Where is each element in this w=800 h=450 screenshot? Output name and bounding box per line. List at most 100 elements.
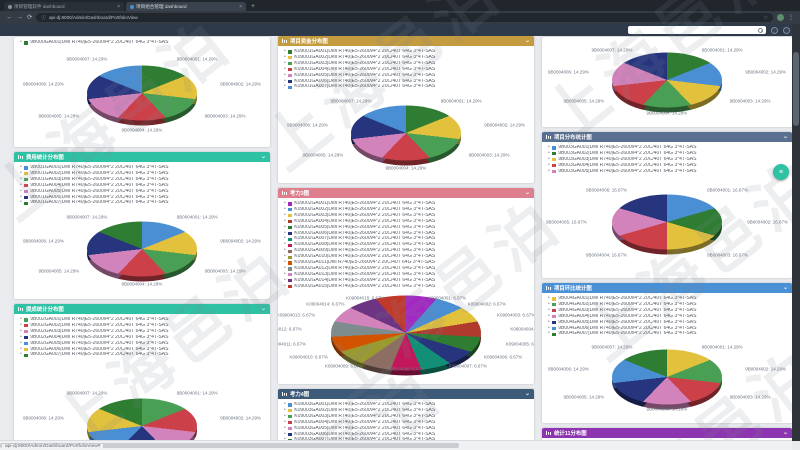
chevron-down-icon[interactable]: ⌄: [260, 153, 266, 160]
pie-chart[interactable]: 9B0004001: 14.29% 9B0004002: 14.29% 9B0004…: [278, 90, 534, 179]
chevron-down-icon[interactable]: ⌄: [782, 429, 788, 436]
panel-legend-list: • 9B003GA001|Dell R740|E5-2600v4*2 20C/40…: [542, 142, 792, 175]
legend-swatch: [23, 324, 29, 328]
legend-swatch: [287, 214, 293, 218]
pie-chart[interactable]: 9B0004001: 14.29% 9B0004002: 14.29% 9B0004…: [542, 337, 792, 419]
panel-header[interactable]: 费用统计分布图 ⌄: [14, 152, 270, 162]
nav-user-icon[interactable]: [783, 26, 790, 34]
bar-chart-icon: [546, 431, 551, 435]
new-tab-button[interactable]: +: [251, 3, 256, 10]
panel-header[interactable]: 考力3图 ⌄: [278, 188, 534, 198]
panel-header[interactable]: 项目资金分布图 ⌄: [278, 36, 534, 46]
legend-swatch: [23, 172, 29, 176]
bullet-icon: •: [20, 194, 22, 200]
url-box[interactable]: ⓘ api-dj:8000/Admin/Dashboard/PortfolioV…: [36, 13, 773, 22]
pie-chart[interactable]: 9B0004001: 14.29% 9B0004002: 14.29% 9B0004…: [14, 46, 270, 143]
bullet-icon: •: [20, 170, 22, 176]
panel-header[interactable]: 统计11分布图 ⌄: [542, 428, 792, 438]
browser-tab-1[interactable]: 项目管理软件 dashboard ×: [4, 2, 124, 11]
legend-swatch: [287, 426, 293, 431]
chevron-down-icon[interactable]: ⌄: [524, 390, 530, 397]
bookmark-star-icon[interactable]: ☆: [763, 14, 768, 21]
pie-chart[interactable]: K09004001: 6.67% K09004002: 6.67% K0900400…: [278, 290, 534, 381]
pie-label: 9B0004002: 14.29%: [220, 415, 261, 421]
chevron-down-icon[interactable]: ⌄: [782, 133, 788, 140]
pie-label: 9B0004003: 16.67%: [707, 252, 748, 258]
browser-tab-strip: 项目管理软件 dashboard × 项目组合管理 dashboard × +: [0, 0, 800, 11]
list-item-text: K09002GA004|Dell R740|E5-2600v4*2 20C/40…: [294, 218, 436, 224]
pie-label: 9B0004004: 14.29%: [646, 110, 688, 116]
legend-swatch: [551, 297, 557, 301]
floating-settings-button[interactable]: ≡: [773, 164, 789, 180]
url-text[interactable]: api-dj:8000/Admin/Dashboard/PortfolioVie…: [48, 15, 138, 20]
horizontal-scrollbar-thumb[interactable]: [0, 443, 460, 448]
pie-label: 9B0004001: 14.29%: [440, 98, 482, 104]
tab-close-icon[interactable]: ×: [117, 3, 120, 10]
chevron-down-icon[interactable]: ⌄: [782, 284, 788, 291]
pie-label: 9B0004003: 14.29%: [729, 98, 771, 104]
back-icon[interactable]: ←: [6, 14, 13, 21]
panel-header[interactable]: 项目环比统计图 ⌄: [542, 283, 792, 293]
list-item: • 9B003GA001|Dell R740|E5-2600v4*2 20C/40…: [548, 145, 786, 151]
pie-label: 9B0004004: 14.29%: [646, 406, 688, 412]
pie-label: 9B0004001: 14.29%: [701, 47, 743, 53]
list-item-text: 9B004GA007|Dell R740|E5-2600v4*2 20C/40T…: [558, 331, 697, 337]
browser-menu-icon[interactable]: ⋮: [788, 15, 794, 21]
legend-swatch: [23, 41, 29, 45]
chevron-down-icon[interactable]: ⌄: [524, 37, 530, 44]
legend-swatch: [287, 267, 293, 271]
legend-swatch: [287, 231, 293, 236]
pie-label: 9B0004007: 14.29%: [591, 344, 633, 350]
pie-label: 9B0004002: 14.29%: [484, 122, 525, 128]
pie-chart[interactable]: 9B0004001: 14.29% 9B0004002: 14.29% 9B0004…: [542, 40, 792, 123]
profile-avatar[interactable]: [777, 14, 784, 21]
legend-swatch: [23, 166, 29, 170]
pie-label: 9B0004005: 14.29%: [302, 152, 344, 158]
list-item: • K09003GA005|Dell R740|E5-2600v4*2 20C/4…: [284, 426, 528, 432]
vertical-scrollbar-thumb[interactable]: [793, 52, 799, 126]
pie-chart[interactable]: 9B0004001: 14.29% 9B0004002: 14.29% 9B0004…: [14, 206, 270, 295]
legend-swatch: [551, 309, 557, 313]
bar-chart-icon: [282, 392, 287, 396]
chevron-down-icon[interactable]: ⌄: [524, 189, 530, 196]
search-input[interactable]: [631, 26, 756, 34]
pie-face: [612, 194, 722, 250]
browser-tab-2-active[interactable]: 项目组合管理 dashboard ×: [126, 2, 246, 11]
list-item-text: 9B002GA003|Dell R740|E5-2600v4*2 20C/40T…: [30, 328, 169, 334]
pie-chart[interactable]: 9B0004001: 16.67% 9B0004002: 16.67% 9B0004…: [542, 175, 792, 275]
legend-swatch: [551, 320, 557, 325]
list-item: • K09002GA011|Dell R740|E5-2600v4*2 20C/4…: [284, 260, 528, 266]
dashboard-panel: 9B0004001: 14.29% 9B0004002: 14.29% 9B0004…: [542, 37, 792, 127]
search-icon[interactable]: [758, 27, 763, 33]
pie-label: 9B0004007: 14.29%: [66, 56, 108, 62]
legend-swatch: [23, 189, 29, 194]
list-item-text: 9B002GA007|Dell R740|E5-2600v4*2 20C/40T…: [30, 352, 169, 358]
tab-close-icon[interactable]: ×: [239, 3, 242, 10]
bar-chart-icon: [546, 135, 551, 139]
pie-face: [87, 221, 197, 277]
list-item: • K09002GA008|Dell R740|E5-2600v4*2 20C/4…: [284, 242, 528, 248]
list-item: • K09002GA014|Dell R740|E5-2600v4*2 20C/4…: [284, 278, 528, 284]
panel-header[interactable]: 提成统计分布图 ⌄: [14, 304, 270, 314]
panel-legend-list: • 9B000GA001|Dell R740|E5-2600v4*2 20C/40…: [14, 37, 270, 46]
forward-icon[interactable]: →: [16, 14, 24, 21]
panel-header[interactable]: 项目分布统计图 ⌄: [542, 132, 792, 142]
dashboard-panel: 项目环比统计图 ⌄ • 9B004GA001|Dell R740|E5-2600v…: [542, 283, 792, 423]
nav-shortcut-icon[interactable]: [771, 26, 778, 34]
site-info-icon[interactable]: ⓘ: [41, 14, 46, 20]
dashboard-panel: 考力3图 ⌄ • K09002GA001|Dell R740|E5-2600v4*…: [278, 188, 534, 384]
vertical-scrollbar[interactable]: [792, 24, 800, 441]
list-item-text: 9B001GA002|Dell R740|E5-2600v4*2 20C/40T…: [30, 170, 169, 176]
chevron-down-icon[interactable]: ⌄: [260, 305, 266, 312]
panel-header[interactable]: 考力4图 ⌄: [278, 389, 534, 399]
dashboard-panel: • 9B000GA001|Dell R740|E5-2600v4*2 20C/40…: [14, 37, 270, 147]
list-item-text: 9B003GA002|Dell R740|E5-2600v4*2 20C/40T…: [558, 150, 697, 156]
reload-icon[interactable]: ⟳: [27, 14, 33, 21]
pie-chart[interactable]: 9B0004001: 14.29% 9B0004002: 14.29% 9B0004…: [14, 358, 270, 441]
pie-label: 9B0004001: 14.29%: [176, 56, 218, 62]
horizontal-scrollbar[interactable]: [0, 440, 792, 450]
dashboard-column-left: • 9B000GA001|Dell R740|E5-2600v4*2 20C/40…: [14, 36, 270, 441]
pie-face: [87, 65, 197, 120]
bullet-icon: •: [548, 150, 550, 156]
search-box[interactable]: [628, 26, 766, 34]
